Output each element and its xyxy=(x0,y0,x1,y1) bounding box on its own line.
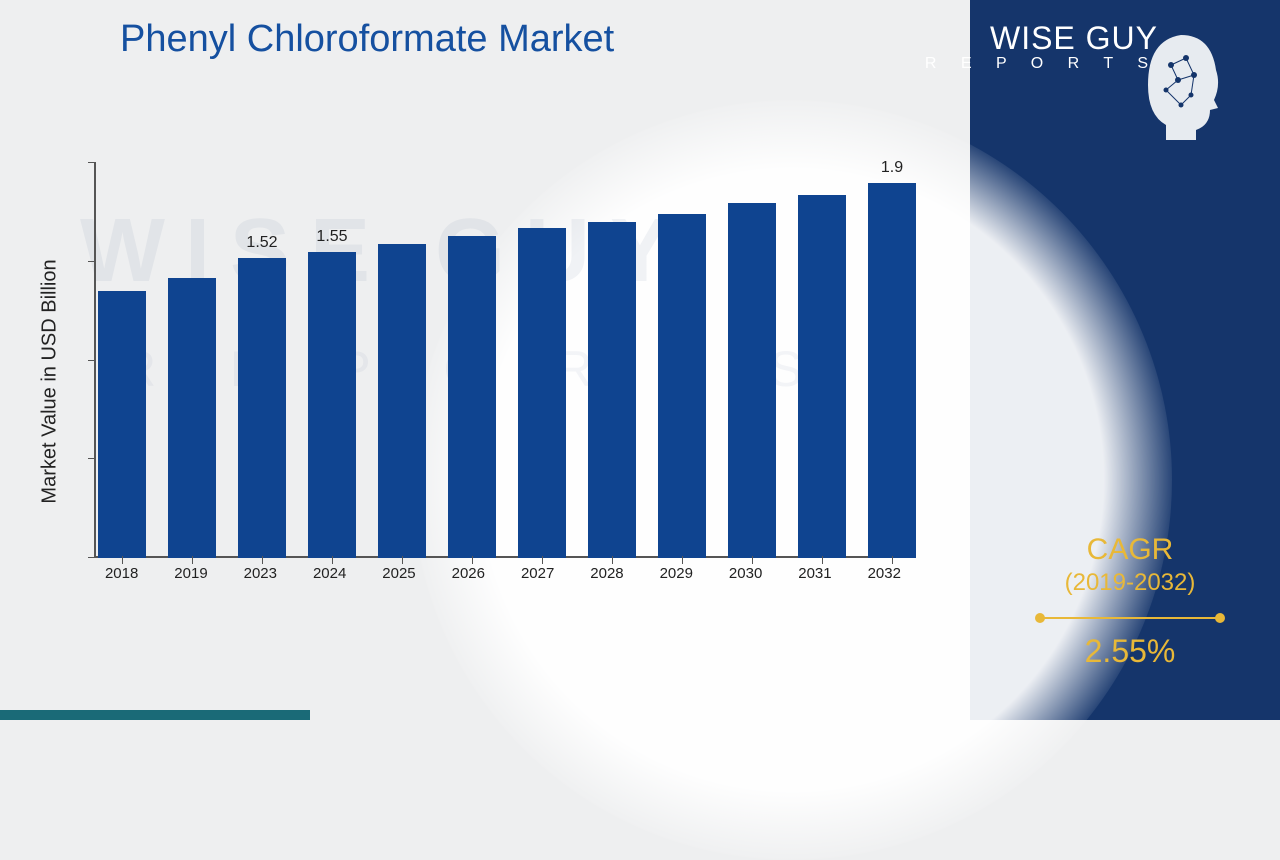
bar-chart: Market Value in USD Billion 1.521.551.9 … xyxy=(60,160,910,580)
bar-group xyxy=(798,195,846,558)
bar xyxy=(588,222,636,558)
x-axis-tick-label: 2027 xyxy=(514,565,561,582)
bar-value-label: 1.52 xyxy=(246,234,277,252)
x-tick xyxy=(192,556,193,564)
bar xyxy=(448,236,496,558)
x-axis-tick-label: 2018 xyxy=(98,565,145,582)
logo-text-main: WISE GUY xyxy=(925,20,1158,57)
bar-group xyxy=(168,278,216,558)
bar xyxy=(798,195,846,558)
bar-group xyxy=(728,203,776,559)
bar-group: 1.52 xyxy=(238,258,286,558)
bottom-accent-bar xyxy=(0,710,310,720)
bar xyxy=(378,244,426,558)
x-tick xyxy=(472,556,473,564)
brand-logo: WISE GUY R E P O R T S xyxy=(925,20,1258,73)
bar-group: 1.9 xyxy=(868,183,916,558)
bar-group xyxy=(378,244,426,558)
x-tick xyxy=(402,556,403,564)
chart-title: Phenyl Chloroformate Market xyxy=(120,18,614,61)
cagr-label: CAGR xyxy=(1000,533,1260,567)
x-tick xyxy=(262,556,263,564)
x-axis-tick-label: 2025 xyxy=(375,565,422,582)
x-tick xyxy=(332,556,333,564)
bar-group xyxy=(658,214,706,558)
bars-container: 1.521.551.9 xyxy=(98,163,908,558)
x-axis-tick-label: 2029 xyxy=(653,565,700,582)
bar-value-label: 1.55 xyxy=(316,228,347,246)
y-tick xyxy=(88,261,96,262)
y-axis-label: Market Value in USD Billion xyxy=(39,259,62,503)
main-area: WISE GUY R E P O R T S Phenyl Chloroform… xyxy=(0,0,970,720)
x-axis-tick-label: 2028 xyxy=(583,565,630,582)
bar xyxy=(728,203,776,559)
bar xyxy=(868,183,916,558)
y-axis-line xyxy=(94,163,96,558)
x-tick xyxy=(682,556,683,564)
x-tick xyxy=(542,556,543,564)
cagr-box: CAGR (2019-2032) 2.55% xyxy=(1000,533,1260,670)
bar xyxy=(308,252,356,558)
bar xyxy=(98,291,146,558)
bar-group xyxy=(448,236,496,558)
y-tick xyxy=(88,360,96,361)
x-axis-tick-label: 2026 xyxy=(445,565,492,582)
cagr-divider xyxy=(1040,617,1220,619)
bar-group xyxy=(518,228,566,558)
x-labels-container: 2018 2019 2023 2024 2025 2026 2027 2028 2029 2030… xyxy=(98,565,908,582)
bar-group: 1.55 xyxy=(308,252,356,558)
x-axis-tick-label: 2030 xyxy=(722,565,769,582)
x-axis-tick-label: 2031 xyxy=(791,565,838,582)
x-tick xyxy=(822,556,823,564)
y-tick xyxy=(88,458,96,459)
y-tick xyxy=(88,557,96,558)
x-tick xyxy=(612,556,613,564)
y-tick xyxy=(88,162,96,163)
bar-group xyxy=(588,222,636,558)
x-axis-tick-label: 2019 xyxy=(167,565,214,582)
bar-group xyxy=(98,291,146,558)
cagr-value: 2.55% xyxy=(1000,633,1260,670)
bar xyxy=(518,228,566,558)
x-tick xyxy=(892,556,893,564)
x-tick xyxy=(752,556,753,564)
cagr-range: (2019-2032) xyxy=(1000,569,1260,597)
x-axis-tick-label: 2024 xyxy=(306,565,353,582)
logo-text-sub: R E P O R T S xyxy=(925,55,1158,73)
x-axis-tick-label: 2023 xyxy=(237,565,284,582)
bar-value-label: 1.9 xyxy=(881,159,903,177)
x-tick xyxy=(122,556,123,564)
bar xyxy=(238,258,286,558)
bar xyxy=(658,214,706,558)
bar xyxy=(168,278,216,558)
x-axis-tick-label: 2032 xyxy=(861,565,908,582)
